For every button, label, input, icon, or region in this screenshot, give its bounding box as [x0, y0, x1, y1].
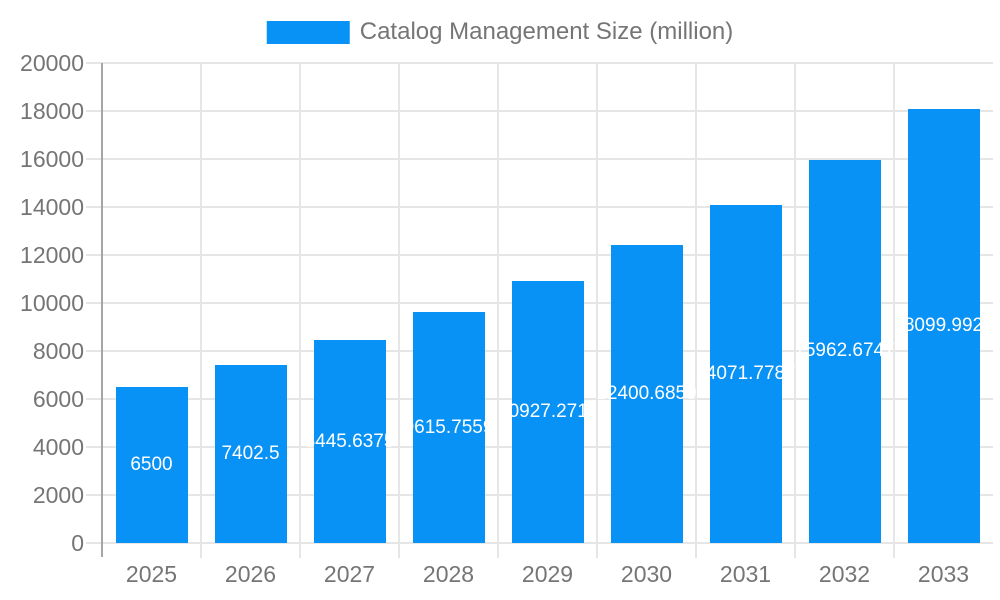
x-gridline: [497, 63, 499, 558]
y-axis-label: 20000: [20, 50, 84, 76]
x-axis-label: 2031: [719, 561, 772, 587]
y-gridline: [86, 110, 993, 112]
x-axis-label: 2027: [323, 561, 376, 587]
x-gridline: [893, 63, 895, 558]
x-gridline: [200, 63, 202, 558]
x-gridline: [794, 63, 796, 558]
y-axis-label: 0: [71, 530, 84, 556]
y-gridline: [86, 158, 993, 160]
bar-2025[interactable]: [115, 387, 188, 543]
y-axis-line: [101, 63, 103, 557]
bar-2029[interactable]: [511, 280, 584, 543]
y-axis-label: 14000: [20, 194, 84, 220]
y-gridline: [86, 206, 993, 208]
bar-2032[interactable]: [808, 159, 881, 543]
x-axis-label: 2025: [125, 561, 178, 587]
y-axis-label: 4000: [32, 434, 84, 460]
y-axis-label: 8000: [32, 338, 84, 364]
bar-2030[interactable]: [610, 245, 683, 543]
bar-2028[interactable]: [412, 312, 485, 543]
y-axis-label: 2000: [32, 482, 84, 508]
x-axis-label: 2030: [620, 561, 673, 587]
x-axis-label: 2026: [224, 561, 277, 587]
y-axis-label: 16000: [20, 146, 84, 172]
x-axis-label: 2032: [818, 561, 871, 587]
bar-2027[interactable]: [313, 340, 386, 543]
legend[interactable]: Catalog Management Size (million): [266, 18, 734, 46]
y-axis-label: 12000: [20, 242, 84, 268]
x-gridline: [695, 63, 697, 558]
x-gridline: [596, 63, 598, 558]
x-gridline: [398, 63, 400, 558]
bar-2031[interactable]: [709, 205, 782, 543]
bar-2026[interactable]: [214, 365, 287, 543]
legend-swatch-icon: [266, 20, 350, 44]
x-axis-label: 2029: [521, 561, 574, 587]
y-axis-label: 10000: [20, 290, 84, 316]
x-axis-label: 2033: [917, 561, 970, 587]
y-gridline: [86, 542, 993, 544]
plot-area: 0 2000 4000 6000 8000 10000 12000 14000 16000 180…: [20, 50, 994, 587]
y-gridline: [86, 62, 993, 64]
bar-2033[interactable]: [907, 108, 980, 543]
y-axis-label: 6000: [32, 386, 84, 412]
x-gridline: [299, 63, 301, 558]
y-gridline: [86, 254, 993, 256]
x-axis-label: 2028: [422, 561, 475, 587]
y-axis-label: 18000: [20, 98, 84, 124]
legend-label: Catalog Management Size (million): [359, 18, 734, 45]
